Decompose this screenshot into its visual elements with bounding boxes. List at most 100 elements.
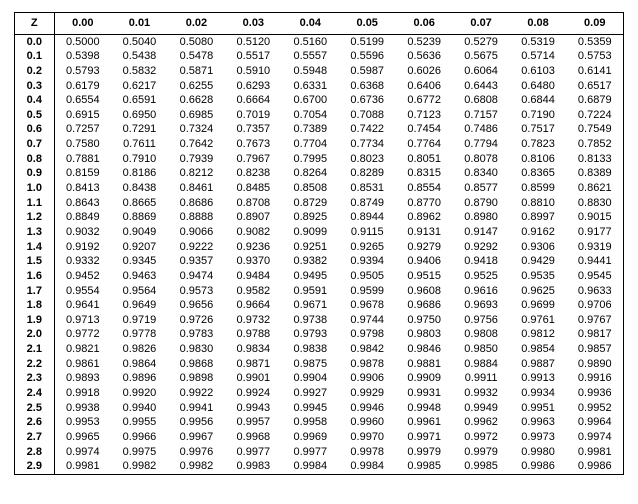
cell: 0.8729 (282, 196, 339, 211)
cell: 0.9834 (225, 342, 282, 357)
cell: 0.6331 (282, 79, 339, 94)
cell: 0.9625 (510, 284, 567, 299)
cell: 0.9979 (453, 445, 510, 460)
table-row: 2.70.99650.99660.99670.99680.99690.99700… (15, 430, 624, 445)
cell: 0.7852 (567, 137, 624, 152)
cell: 0.9943 (225, 401, 282, 416)
cell: 0.9983 (225, 459, 282, 474)
row-header: 0.0 (15, 34, 55, 49)
cell: 0.9463 (111, 269, 168, 284)
cell: 0.9222 (168, 240, 225, 255)
cell: 0.7190 (510, 108, 567, 123)
cell: 0.7611 (111, 137, 168, 152)
cell: 0.7549 (567, 122, 624, 137)
cell: 0.7967 (225, 152, 282, 167)
cell: 0.8643 (54, 196, 111, 211)
cell: 0.9887 (510, 357, 567, 372)
cell: 0.8980 (453, 210, 510, 225)
cell: 0.9979 (396, 445, 453, 460)
cell: 0.9982 (168, 459, 225, 474)
cell: 0.5753 (567, 49, 624, 64)
table-row: 1.40.91920.92070.92220.92360.92510.92650… (15, 240, 624, 255)
cell: 0.9975 (111, 445, 168, 460)
cell: 0.8621 (567, 181, 624, 196)
cell: 0.9901 (225, 371, 282, 386)
cell: 0.5832 (111, 64, 168, 79)
cell: 0.9817 (567, 327, 624, 342)
cell: 0.9699 (510, 298, 567, 313)
cell: 0.6554 (54, 93, 111, 108)
cell: 0.7324 (168, 122, 225, 137)
cell: 0.9945 (282, 401, 339, 416)
cell: 0.5557 (282, 49, 339, 64)
cell: 0.5359 (567, 34, 624, 49)
cell: 0.8315 (396, 166, 453, 181)
cell: 0.9861 (54, 357, 111, 372)
cell: 0.9162 (510, 225, 567, 240)
cell: 0.8159 (54, 166, 111, 181)
cell: 0.6480 (510, 79, 567, 94)
cell: 0.5636 (396, 49, 453, 64)
cell: 0.8051 (396, 152, 453, 167)
cell: 0.8830 (567, 196, 624, 211)
cell: 0.6406 (396, 79, 453, 94)
cell: 0.9913 (510, 371, 567, 386)
cell: 0.5160 (282, 34, 339, 49)
cell: 0.8340 (453, 166, 510, 181)
table-row: 1.10.86430.86650.86860.87080.87290.87490… (15, 196, 624, 211)
cell: 0.9599 (339, 284, 396, 299)
cell: 0.9767 (567, 313, 624, 328)
cell: 0.6736 (339, 93, 396, 108)
cell: 0.8790 (453, 196, 510, 211)
table-row: 0.30.61790.62170.62550.62930.63310.63680… (15, 79, 624, 94)
cell: 0.5398 (54, 49, 111, 64)
row-header: 1.1 (15, 196, 55, 211)
cell: 0.9686 (396, 298, 453, 313)
cell: 0.9719 (111, 313, 168, 328)
cell: 0.9641 (54, 298, 111, 313)
cell: 0.9934 (510, 386, 567, 401)
cell: 0.9927 (282, 386, 339, 401)
cell: 0.9484 (225, 269, 282, 284)
cell: 0.5120 (225, 34, 282, 49)
cell: 0.6628 (168, 93, 225, 108)
row-header: 0.3 (15, 79, 55, 94)
row-header: 1.2 (15, 210, 55, 225)
cell: 0.9962 (453, 415, 510, 430)
cell: 0.8962 (396, 210, 453, 225)
cell: 0.8869 (111, 210, 168, 225)
row-header: 2.3 (15, 371, 55, 386)
cell: 0.9131 (396, 225, 453, 240)
cell: 0.9986 (510, 459, 567, 474)
cell: 0.9582 (225, 284, 282, 299)
cell: 0.6141 (567, 64, 624, 79)
cell: 0.7704 (282, 137, 339, 152)
cell: 0.7019 (225, 108, 282, 123)
cell: 0.9505 (339, 269, 396, 284)
cell: 0.5239 (396, 34, 453, 49)
cell: 0.6255 (168, 79, 225, 94)
cell: 0.9357 (168, 254, 225, 269)
cell: 0.9871 (225, 357, 282, 372)
cell: 0.8485 (225, 181, 282, 196)
cell: 0.9878 (339, 357, 396, 372)
cell: 0.9842 (339, 342, 396, 357)
cell: 0.9884 (453, 357, 510, 372)
table-row: 2.60.99530.99550.99560.99570.99580.99600… (15, 415, 624, 430)
cell: 0.9972 (453, 430, 510, 445)
table-row: 1.70.95540.95640.95730.95820.95910.95990… (15, 284, 624, 299)
cell: 0.9984 (339, 459, 396, 474)
cell: 0.8944 (339, 210, 396, 225)
cell: 0.9207 (111, 240, 168, 255)
cell: 0.9573 (168, 284, 225, 299)
cell: 0.9978 (339, 445, 396, 460)
cell: 0.9649 (111, 298, 168, 313)
table-row: 1.90.97130.97190.97260.97320.97380.97440… (15, 313, 624, 328)
cell: 0.9953 (54, 415, 111, 430)
cell: 0.9608 (396, 284, 453, 299)
cell: 0.9965 (54, 430, 111, 445)
cell: 0.5199 (339, 34, 396, 49)
cell: 0.5517 (225, 49, 282, 64)
cell: 0.8438 (111, 181, 168, 196)
cell: 0.9099 (282, 225, 339, 240)
